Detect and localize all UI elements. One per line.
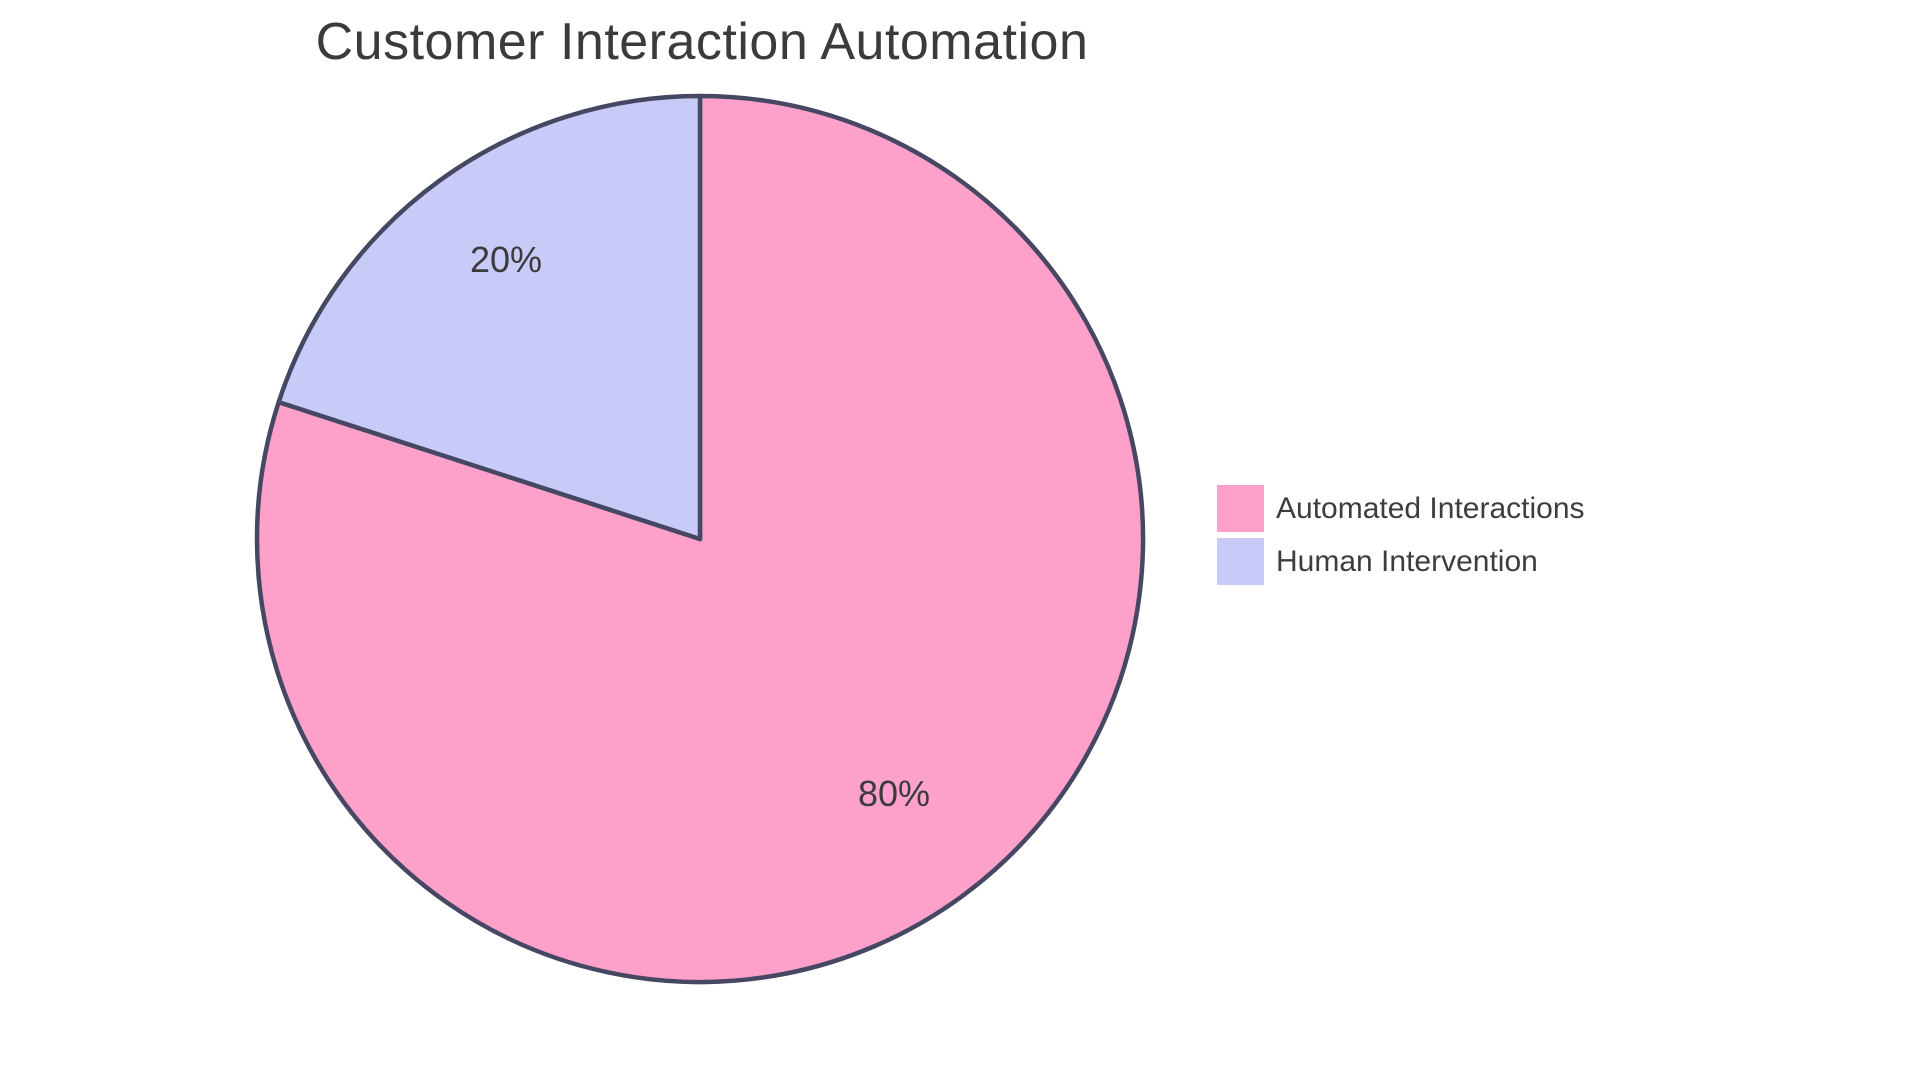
- slice-percent-label: 20%: [470, 239, 542, 280]
- legend-swatch: [1217, 485, 1264, 532]
- legend: Automated Interactions Human Intervention: [1217, 485, 1585, 585]
- slice-percent-label: 80%: [858, 773, 930, 814]
- legend-item-automated-interactions: Automated Interactions: [1217, 485, 1585, 532]
- legend-label: Automated Interactions: [1276, 491, 1585, 525]
- legend-item-human-intervention: Human Intervention: [1217, 538, 1585, 585]
- legend-label: Human Intervention: [1276, 544, 1538, 578]
- pie-slice-human-intervention: [276, 93, 703, 542]
- chart-title: Customer Interaction Automation: [315, 13, 1089, 71]
- legend-swatch: [1217, 538, 1264, 585]
